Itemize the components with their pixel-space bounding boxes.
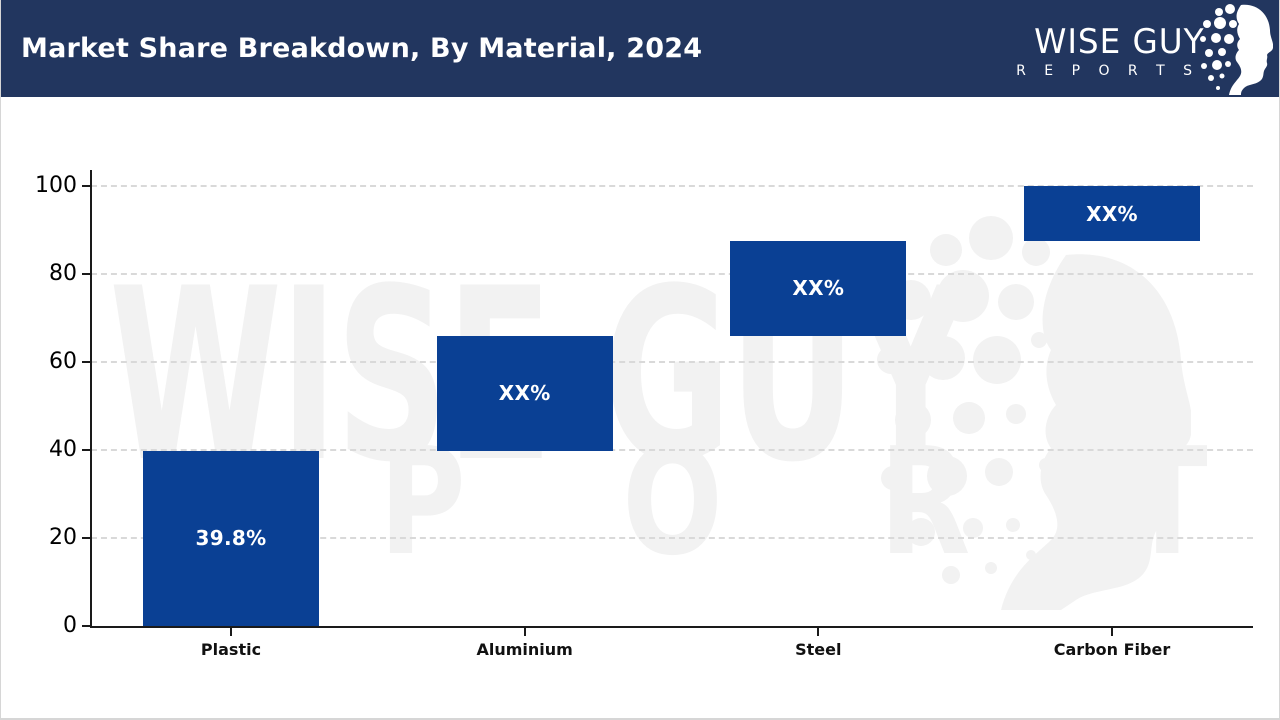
bar-value-label: 39.8% — [195, 526, 267, 551]
y-axis-tick-mark — [82, 273, 90, 275]
bar-carbon-fiber: XX% — [1024, 186, 1200, 241]
bar-steel: XX% — [730, 241, 907, 336]
x-axis-category-label: Aluminium — [476, 640, 573, 659]
bar-value-label: XX% — [792, 276, 845, 301]
x-axis-tick-mark — [523, 628, 526, 636]
x-axis-tick-mark — [1111, 628, 1113, 636]
header-band: Market Share Breakdown, By Material, 202… — [1, 0, 1279, 97]
gridline-y20 — [91, 537, 1253, 539]
y-axis-tick-mark — [82, 361, 90, 363]
x-axis-category-label: Plastic — [200, 640, 262, 659]
gridline-y100 — [91, 185, 1253, 187]
x-axis-tick-mark — [230, 628, 232, 636]
y-axis-tick-label: 100 — [35, 173, 77, 198]
y-axis-tick-label: 40 — [49, 437, 77, 462]
bar-plastic: 39.8% — [143, 450, 319, 626]
y-axis-tick-mark — [82, 449, 90, 451]
x-axis-spine — [90, 626, 1253, 628]
plot-area: 0 20 40 60 80 100 39.8% Plastic XX% Aluminium XX% S… — [1, 97, 1279, 718]
x-axis-category-label: Carbon Fiber — [1053, 640, 1171, 659]
bar-aluminium: XX% — [436, 335, 613, 451]
bar-value-label: XX% — [498, 381, 551, 406]
gridline-y80 — [91, 273, 1253, 275]
y-axis-tick-label: 0 — [63, 613, 77, 638]
y-axis-tick-mark — [82, 185, 90, 187]
gridline-y60 — [91, 361, 1253, 363]
chart-title: Market Share Breakdown, By Material, 202… — [21, 33, 703, 64]
y-axis-tick-label: 80 — [49, 261, 77, 286]
bar-value-label: XX% — [1086, 201, 1138, 226]
x-axis-category-label: Steel — [795, 640, 842, 659]
y-axis-tick-label: 60 — [49, 349, 77, 374]
brand-logo-sub: R E P O R T S — [1016, 63, 1199, 79]
y-axis-tick-label: 20 — [49, 525, 77, 550]
y-axis-tick-mark — [82, 537, 90, 539]
x-axis-tick-mark — [817, 628, 820, 636]
brand-logo: WISE GUY R E P O R T S — [1003, 0, 1273, 97]
y-axis-spine — [90, 170, 92, 628]
brand-dotted-head-icon — [1200, 4, 1273, 95]
gridline-y40 — [91, 449, 1253, 451]
y-axis-tick-mark — [82, 625, 90, 627]
brand-logo-name: WISE GUY — [1034, 22, 1205, 62]
